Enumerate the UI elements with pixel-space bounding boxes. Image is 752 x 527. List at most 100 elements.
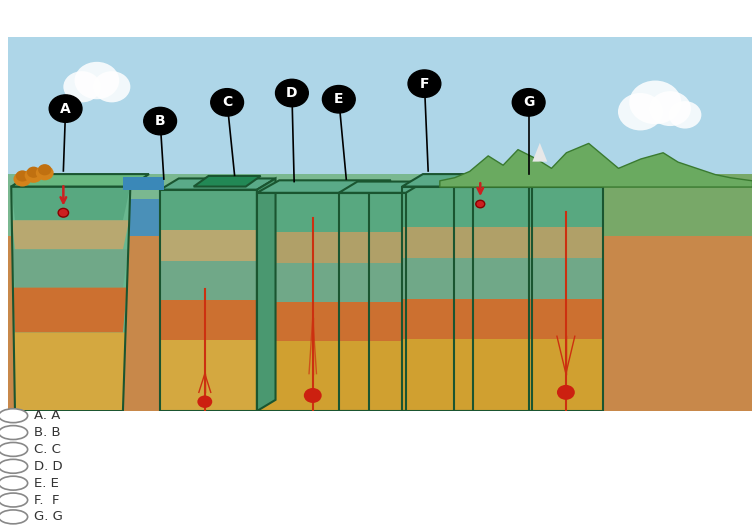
- Circle shape: [669, 101, 702, 129]
- Polygon shape: [402, 339, 473, 411]
- Polygon shape: [160, 190, 257, 411]
- Polygon shape: [529, 339, 603, 411]
- Circle shape: [512, 89, 545, 116]
- Polygon shape: [454, 339, 532, 411]
- Polygon shape: [257, 341, 368, 411]
- Polygon shape: [402, 187, 473, 227]
- Circle shape: [649, 91, 691, 126]
- Circle shape: [144, 108, 177, 135]
- Circle shape: [629, 81, 681, 124]
- Polygon shape: [339, 262, 406, 302]
- Polygon shape: [402, 187, 473, 411]
- Polygon shape: [8, 193, 752, 411]
- Polygon shape: [402, 299, 473, 339]
- Circle shape: [16, 170, 29, 182]
- Polygon shape: [402, 258, 473, 299]
- Polygon shape: [257, 232, 368, 262]
- Circle shape: [323, 85, 355, 113]
- Polygon shape: [257, 179, 275, 411]
- Polygon shape: [529, 227, 603, 258]
- Polygon shape: [12, 249, 129, 288]
- Circle shape: [36, 165, 53, 180]
- Polygon shape: [454, 299, 532, 339]
- Circle shape: [49, 95, 82, 122]
- Polygon shape: [339, 232, 406, 262]
- Text: Choose the letter that best answers the below question:: Choose the letter that best answers the …: [100, 73, 433, 86]
- Polygon shape: [532, 143, 547, 162]
- Text: G. G: G. G: [35, 510, 63, 523]
- Circle shape: [25, 168, 43, 183]
- Circle shape: [0, 476, 28, 490]
- Text: C. C: C. C: [35, 443, 61, 456]
- Polygon shape: [454, 258, 532, 299]
- Circle shape: [557, 385, 575, 400]
- Circle shape: [476, 200, 485, 208]
- Circle shape: [27, 167, 41, 178]
- Text: B. B: B. B: [35, 426, 61, 439]
- Polygon shape: [123, 177, 164, 190]
- Text: D: D: [287, 86, 298, 100]
- Polygon shape: [529, 187, 603, 227]
- Polygon shape: [339, 193, 406, 232]
- Polygon shape: [454, 187, 532, 227]
- Circle shape: [0, 409, 28, 423]
- Polygon shape: [454, 174, 553, 187]
- Polygon shape: [257, 193, 368, 232]
- Polygon shape: [11, 187, 130, 411]
- Text: A: A: [60, 102, 71, 115]
- Circle shape: [618, 93, 663, 131]
- Polygon shape: [160, 230, 257, 260]
- Text: C: C: [222, 95, 232, 110]
- Circle shape: [93, 71, 130, 102]
- Polygon shape: [14, 333, 126, 411]
- Polygon shape: [160, 260, 257, 300]
- Polygon shape: [11, 187, 130, 220]
- Circle shape: [0, 493, 28, 507]
- Polygon shape: [339, 193, 406, 411]
- Polygon shape: [119, 199, 216, 237]
- Polygon shape: [529, 174, 624, 187]
- Text: On the figure, locate the “divergent - continental” plate boundary.: On the figure, locate the “divergent - c…: [100, 82, 493, 94]
- Polygon shape: [402, 227, 473, 258]
- Circle shape: [38, 164, 51, 175]
- Circle shape: [211, 89, 244, 116]
- Polygon shape: [8, 174, 752, 237]
- Text: D. D: D. D: [35, 460, 63, 473]
- Polygon shape: [194, 176, 261, 187]
- Circle shape: [14, 172, 32, 187]
- Polygon shape: [529, 187, 603, 411]
- Text: B: B: [155, 114, 165, 128]
- Text: F: F: [420, 76, 429, 91]
- Circle shape: [0, 426, 28, 440]
- Polygon shape: [160, 190, 257, 230]
- Polygon shape: [529, 258, 603, 299]
- Circle shape: [408, 70, 441, 97]
- Polygon shape: [257, 262, 368, 302]
- Polygon shape: [339, 341, 406, 411]
- Polygon shape: [8, 37, 752, 224]
- Circle shape: [197, 395, 212, 408]
- Circle shape: [74, 62, 119, 99]
- Circle shape: [63, 71, 101, 102]
- Polygon shape: [529, 299, 603, 339]
- Polygon shape: [160, 300, 257, 340]
- Polygon shape: [402, 174, 493, 187]
- Circle shape: [58, 208, 68, 217]
- Polygon shape: [454, 187, 532, 411]
- Polygon shape: [160, 340, 257, 411]
- Polygon shape: [257, 193, 368, 411]
- Polygon shape: [257, 302, 368, 341]
- Polygon shape: [257, 180, 391, 193]
- Text: G: G: [523, 95, 535, 110]
- Polygon shape: [454, 227, 532, 258]
- Text: A. A: A. A: [35, 409, 61, 422]
- Text: E: E: [334, 92, 344, 106]
- Text: E. E: E. E: [35, 476, 59, 490]
- Polygon shape: [11, 174, 149, 187]
- Circle shape: [275, 79, 308, 107]
- Circle shape: [0, 460, 28, 473]
- Text: F.  F: F. F: [35, 493, 59, 506]
- Polygon shape: [13, 288, 127, 333]
- Polygon shape: [339, 302, 406, 341]
- Circle shape: [0, 510, 28, 524]
